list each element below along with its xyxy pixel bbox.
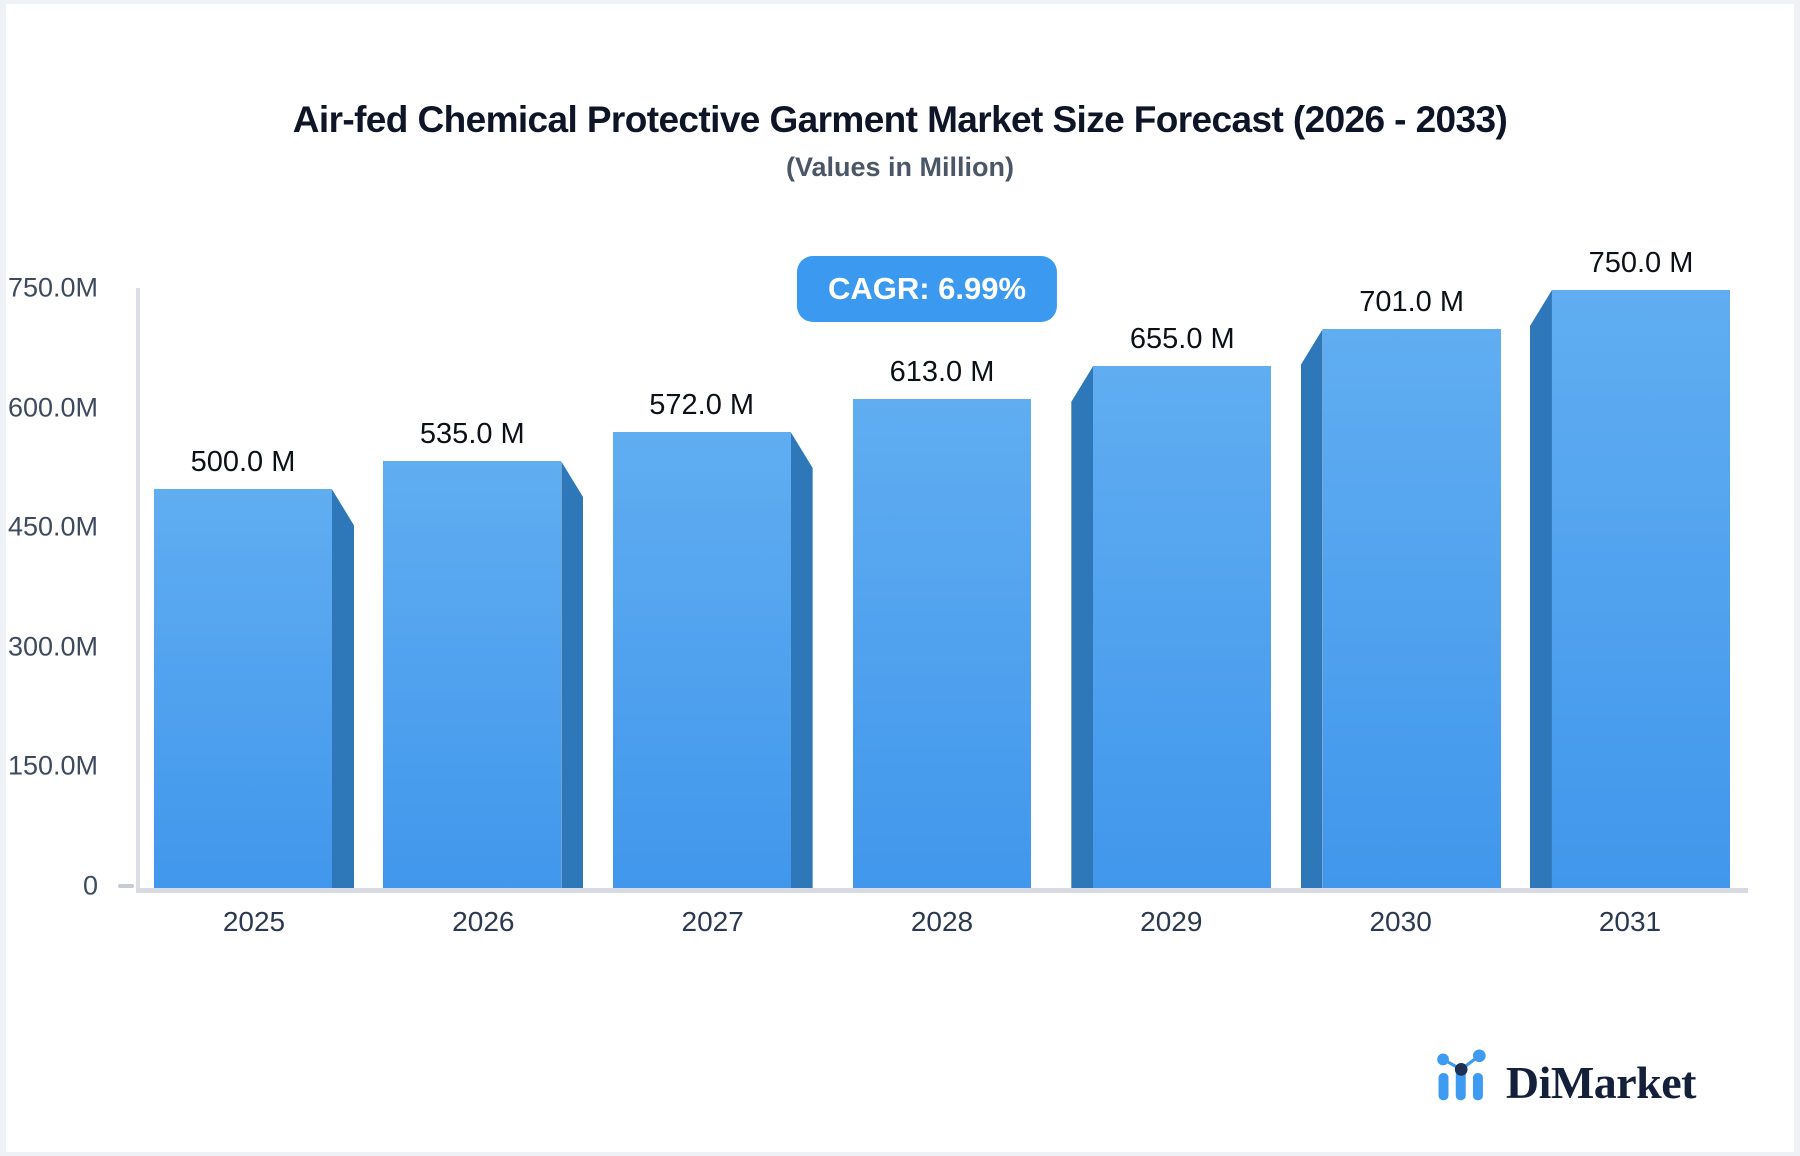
x-tick-label: 2025 [222, 906, 286, 937]
bar-value-label: 500.0 M [190, 446, 296, 479]
zero-tick-dash [118, 884, 134, 888]
y-tick-label: 150.0M [7, 750, 98, 781]
y-axis-line [136, 288, 140, 890]
bar-value-label: 655.0 M [1129, 322, 1235, 355]
bar-face: 535.0 M [383, 418, 562, 888]
bar-group: 572.0 M [612, 290, 813, 888]
y-axis-labels: 0 150.0M 300.0M 450.0M 600.0M 750.0M [6, 273, 134, 901]
cagr-badge: CAGR: 6.99% [796, 256, 1058, 322]
x-axis-labels: 2025 2026 2027 2028 2029 2030 2031 [140, 906, 1744, 938]
bar-face: 500.0 M [154, 446, 332, 888]
bar-group: 750.0 M [1529, 247, 1730, 888]
bar-value-label: 750.0 M [1588, 247, 1694, 279]
bar-group: 655.0 M [1071, 290, 1272, 888]
bar: 613.0 M [842, 356, 1042, 888]
x-tick-label: 2029 [1140, 906, 1203, 937]
x-tick-label: 2027 [681, 906, 744, 937]
y-tick-label: 750.0M [7, 272, 98, 303]
bar-face: 655.0 M [1093, 323, 1272, 888]
bar: 572.0 M [612, 389, 813, 888]
bar-face: 613.0 M [852, 356, 1031, 888]
bar-value-label: 535.0 M [419, 418, 525, 451]
bar-face: 701.0 M [1322, 286, 1501, 888]
bar: 701.0 M [1300, 286, 1501, 888]
bar-value-label: 613.0 M [889, 356, 995, 389]
bar-side-face [332, 489, 354, 888]
chart-subtitle: (Values in Million) [785, 152, 1015, 182]
bar-group: 500.0 M [154, 290, 354, 888]
y-tick-label: 300.0M [7, 631, 98, 662]
chart-title: Air-fed Chemical Protective Garment Mark… [292, 99, 1508, 140]
bar: 750.0 M [1529, 247, 1730, 888]
y-tick-label: 450.0M [7, 511, 98, 542]
bar-value-label: 701.0 M [1359, 286, 1465, 319]
x-tick-label: 2030 [1369, 906, 1432, 937]
y-tick-label: 0 [82, 870, 98, 901]
bar: 535.0 M [383, 418, 584, 888]
bar: 655.0 M [1071, 323, 1272, 888]
x-tick-label: 2028 [910, 906, 974, 937]
bar-group: 535.0 M [383, 290, 584, 888]
chart-card: Air-fed Chemical Protective Garment Mark… [6, 4, 1794, 1152]
bar-side-face [561, 461, 584, 888]
brand-logo[interactable]: DiMarket [1434, 1045, 1697, 1108]
bar-face: 750.0 M [1551, 247, 1730, 888]
x-axis-line [136, 888, 1748, 893]
bar-side-face [790, 431, 813, 888]
bar-side-face [1071, 365, 1094, 888]
bar-side-face [1300, 329, 1323, 888]
bars-row: 500.0 M 535.0 M 572.0 M 613.0 M [140, 247, 1744, 888]
x-tick-label: 2031 [1598, 906, 1662, 937]
x-tick-label: 2026 [452, 906, 515, 937]
bar-value-label: 572.0 M [649, 388, 755, 421]
bar: 500.0 M [154, 446, 354, 888]
bar-side-face [1529, 290, 1552, 888]
bar-group: 613.0 M [842, 290, 1042, 888]
y-tick-label: 600.0M [7, 392, 98, 423]
bar-face: 572.0 M [612, 389, 791, 888]
bar-group: 701.0 M [1300, 286, 1501, 888]
brand-logo-text: DiMarket [1505, 1057, 1697, 1108]
chart-logo-icon [1434, 1045, 1492, 1106]
